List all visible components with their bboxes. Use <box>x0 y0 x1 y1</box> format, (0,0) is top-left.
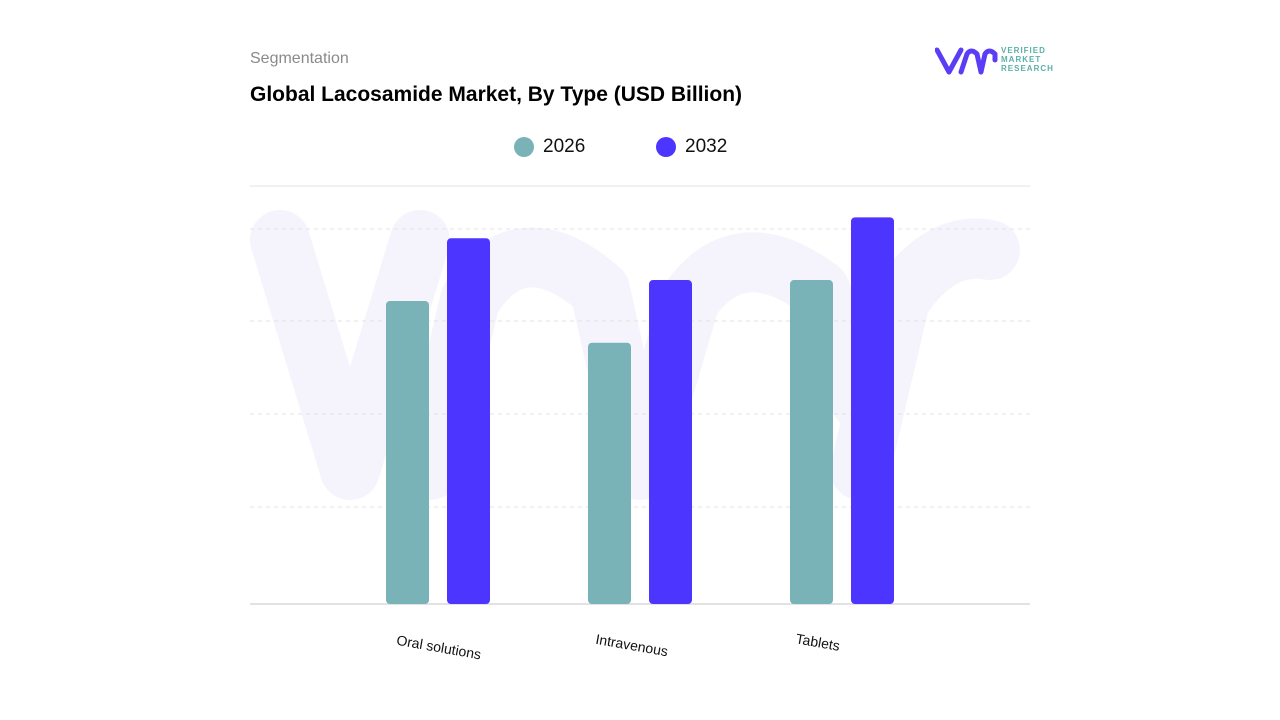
legend-dot-2026 <box>514 137 534 157</box>
legend-label-2026: 2026 <box>543 136 586 157</box>
chart-legend: 2026 2032 <box>0 136 1280 160</box>
chart-grid <box>250 185 1030 605</box>
bar-tablets-2032 <box>851 217 894 604</box>
x-tick-label: Intravenous <box>594 631 669 659</box>
logo-line-2: MARKET <box>1001 55 1042 64</box>
chart-bars <box>386 217 894 604</box>
vmr-logo-text: VERIFIED MARKET RESEARCH <box>1001 46 1054 73</box>
segment-label: Segmentation <box>250 50 349 67</box>
legend-item-2026: 2026 <box>514 136 585 158</box>
chart-title: Global Lacosamide Market, By Type (USD B… <box>250 83 743 106</box>
bar-intravenous-2026 <box>588 342 631 604</box>
bar-oral-solutions-2032 <box>447 238 490 604</box>
logo-line-1: VERIFIED <box>1001 46 1046 55</box>
x-tick-label: Oral solutions <box>395 632 482 663</box>
bar-tablets-2026 <box>790 280 833 604</box>
legend-item-2032: 2032 <box>656 136 727 158</box>
vmr-watermark <box>250 210 1020 500</box>
bar-intravenous-2032 <box>649 280 692 604</box>
logo-line-3: RESEARCH <box>1001 64 1054 73</box>
bar-oral-solutions-2026 <box>386 300 429 604</box>
x-axis-labels: Oral solutions Intravenous Tablets <box>395 630 841 662</box>
x-tick-label: Tablets <box>795 630 841 653</box>
legend-label-2032: 2032 <box>685 136 728 157</box>
vmr-logo-mark <box>935 47 998 75</box>
legend-dot-2032 <box>656 137 676 157</box>
